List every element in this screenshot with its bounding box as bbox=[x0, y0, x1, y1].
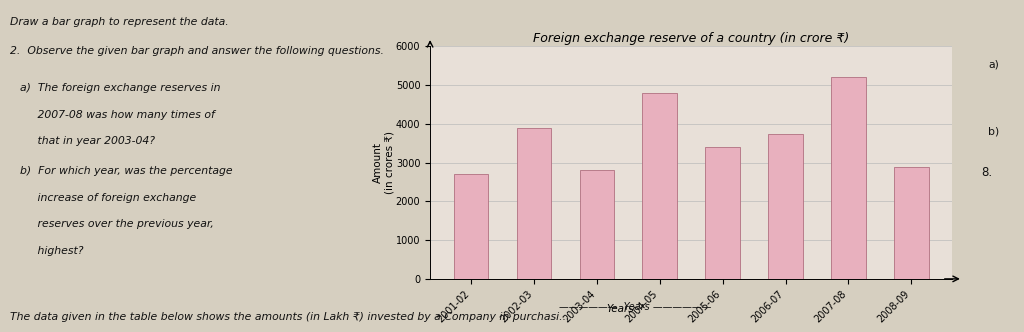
Text: Years: Years bbox=[606, 304, 634, 314]
Bar bbox=[517, 128, 551, 279]
Bar bbox=[642, 93, 677, 279]
Text: a): a) bbox=[988, 60, 999, 70]
Text: 8.: 8. bbox=[981, 166, 992, 179]
Text: a)  The foreign exchange reserves in: a) The foreign exchange reserves in bbox=[20, 83, 221, 93]
Bar bbox=[831, 77, 865, 279]
Bar bbox=[894, 167, 929, 279]
Text: Draw a bar graph to represent the data.: Draw a bar graph to represent the data. bbox=[10, 17, 229, 27]
Text: The data given in the table below shows the amounts (in Lakh ₹) invested by a Co: The data given in the table below shows … bbox=[10, 312, 570, 322]
Text: reserves over the previous year,: reserves over the previous year, bbox=[20, 219, 214, 229]
Text: 2.  Observe the given bar graph and answer the following questions.: 2. Observe the given bar graph and answe… bbox=[10, 46, 384, 56]
Text: b)  For which year, was the percentage: b) For which year, was the percentage bbox=[20, 166, 233, 176]
Y-axis label: Amount
(in crores ₹): Amount (in crores ₹) bbox=[373, 131, 394, 194]
Bar bbox=[706, 147, 740, 279]
Text: highest?: highest? bbox=[20, 246, 84, 256]
Title: Foreign exchange reserve of a country (in crore ₹): Foreign exchange reserve of a country (i… bbox=[534, 32, 849, 45]
Text: 2007-08 was how many times of: 2007-08 was how many times of bbox=[20, 110, 215, 120]
Text: that in year 2003-04?: that in year 2003-04? bbox=[20, 136, 156, 146]
Text: b): b) bbox=[988, 126, 999, 136]
Text: increase of foreign exchange: increase of foreign exchange bbox=[20, 193, 197, 203]
Bar bbox=[580, 170, 614, 279]
Bar bbox=[768, 134, 803, 279]
Text: ——————  Years ——————: —————— Years —————— bbox=[559, 302, 711, 312]
Bar bbox=[454, 174, 488, 279]
